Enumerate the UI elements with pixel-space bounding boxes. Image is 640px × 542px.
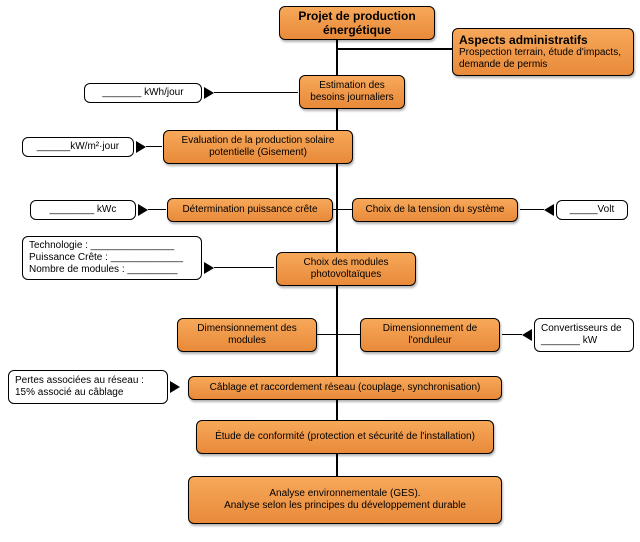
kwh-text: _______ kWh/jour [102, 87, 183, 99]
node-title: Projet de production énergétique [279, 6, 435, 40]
node-cabl: Câblage et raccordement réseau (couplage… [188, 376, 502, 400]
dimond-text: Dimensionnement de l'onduleur [367, 323, 493, 347]
input-tech: Technologie : _______________ Puissance … [22, 236, 202, 280]
input-kwm2: ______kW/m²·jour [22, 137, 134, 157]
line-volt [520, 209, 544, 210]
conv-text: Convertisseurs de _______ kW [541, 323, 627, 347]
modules-text: Choix des modules photovoltaïques [283, 257, 409, 281]
node-modules: Choix des modules photovoltaïques [276, 252, 416, 286]
kwc-text: ________ kWc [50, 204, 117, 216]
kwm2-text: ______kW/m²·jour [37, 141, 119, 153]
node-dim-mod: Dimensionnement des modules [177, 318, 317, 352]
node-env: Analyse environnementale (GES). Analyse … [188, 476, 502, 524]
input-conv: Convertisseurs de _______ kW [534, 318, 634, 352]
arrow-kwh [204, 87, 214, 99]
arrow-volt [544, 204, 554, 216]
tech-text: Technologie : _______________ Puissance … [29, 240, 183, 276]
tension-text: Choix de la tension du système [366, 204, 505, 216]
node-estim: Estimation des besoins journaliers [299, 75, 405, 109]
title-text: Projet de production énergétique [286, 9, 428, 38]
node-dim-ond: Dimensionnement de l'onduleur [360, 318, 500, 352]
arrow-kwc [138, 204, 148, 216]
node-crete: Détermination puissance crête [167, 198, 333, 222]
input-pertes: Pertes associées au réseau : 15% associé… [8, 370, 168, 404]
line-kwh [214, 92, 298, 93]
line-title-admin-h [338, 48, 470, 50]
line-row-dim [317, 334, 360, 335]
arrow-tech [204, 262, 214, 274]
arrow-kwm2 [136, 141, 146, 153]
admin-sub: Prospection terrain, étude d'impacts, de… [459, 47, 627, 71]
conf-text: Étude de conformité (protection et sécur… [215, 431, 475, 443]
arrow-conv [522, 329, 532, 341]
node-tension: Choix de la tension du système [352, 198, 518, 222]
dimmod-text: Dimensionnement des modules [184, 323, 310, 347]
line-kwm2 [146, 146, 162, 147]
line-conv [502, 334, 522, 335]
crete-text: Détermination puissance crête [182, 204, 317, 216]
cabl-text: Câblage et raccordement réseau (couplage… [210, 382, 481, 394]
line-tech [214, 267, 274, 268]
input-volt: _____Volt [556, 200, 628, 220]
line-kwc [148, 209, 166, 210]
volt-text: _____Volt [570, 204, 615, 216]
arrow-pertes [170, 381, 180, 393]
env-text: Analyse environnementale (GES). Analyse … [224, 488, 466, 512]
line-row-ct [333, 209, 352, 210]
admin-title: Aspects administratifs [459, 33, 588, 47]
eval-text: Evaluation de la production solaire pote… [170, 135, 346, 159]
input-kwc: ________ kWc [30, 200, 136, 220]
node-conf: Étude de conformité (protection et sécur… [196, 420, 494, 454]
estim-text: Estimation des besoins journaliers [306, 80, 398, 104]
node-admin: Aspects administratifs Prospection terra… [452, 28, 634, 76]
node-eval: Evaluation de la production solaire pote… [163, 130, 353, 164]
input-kwh: _______ kWh/jour [84, 83, 202, 103]
pertes-text: Pertes associées au réseau : 15% associé… [15, 375, 161, 399]
